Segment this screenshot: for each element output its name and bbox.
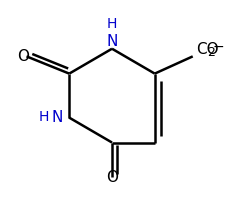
Text: CO: CO	[196, 42, 219, 57]
Text: H: H	[107, 17, 117, 31]
Text: O: O	[106, 170, 118, 185]
Text: H: H	[39, 110, 49, 124]
Text: −: −	[212, 40, 224, 54]
Text: O: O	[17, 49, 29, 64]
Text: N: N	[106, 33, 118, 48]
Text: 2: 2	[208, 46, 215, 59]
Text: N: N	[52, 110, 63, 125]
